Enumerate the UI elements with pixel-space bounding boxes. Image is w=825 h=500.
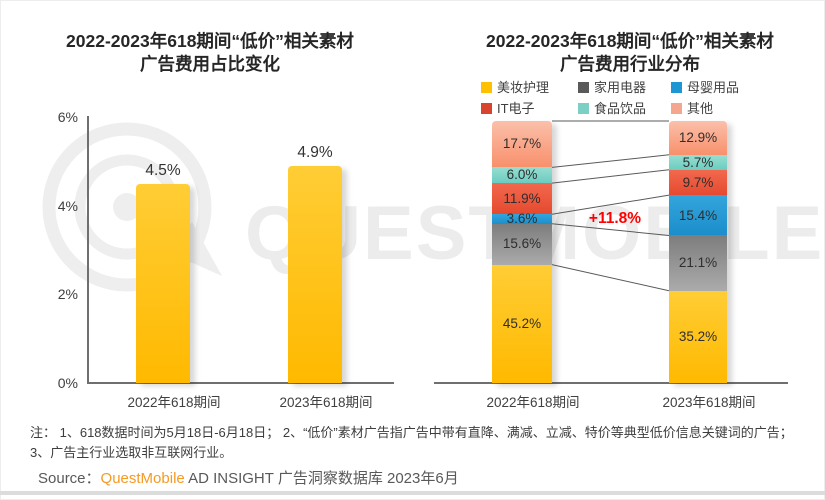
legend-label: 食品饮品 [594,101,647,116]
x-category-label: 2022年618期间 [486,395,580,410]
x-category-label: 2023年618期间 [279,395,373,410]
segment-food-beverage: 6.0% [492,167,552,184]
legend-swatch-maternal-baby [671,82,682,93]
segment-value-label: 15.6% [502,236,542,252]
bar-value-label: 4.5% [145,161,181,179]
left-chart-bar-2022年618期间 [136,183,190,383]
segment-value-label: 35.2% [678,329,718,345]
segment-maternal-baby: 15.4% [669,195,727,236]
x-category-label: 2023年618期间 [662,395,756,410]
segment-value-label: 3.6% [506,211,538,227]
legend-swatch-others [671,103,682,114]
legend-item-others: 其他 [671,102,713,115]
segment-value-label: 11.9% [503,190,541,206]
x-category-label: 2022年618期间 [127,395,221,410]
right-chart-x-axis-line [434,382,788,384]
segment-food-beverage: 5.7% [669,154,727,170]
legend-item-it-electronics: IT电子 [481,102,535,115]
legend-label: IT电子 [497,101,535,116]
segment-beauty-care: 45.2% [492,264,552,383]
legend-swatch-it-electronics [481,103,492,114]
legend-swatch-food-beverage [578,103,589,114]
segment-it-electronics: 11.9% [492,183,552,215]
segment-value-label: 45.2% [502,315,542,331]
slide-bottom-edge [0,491,825,495]
legend-label: 其他 [687,101,714,116]
segment-home-appliances: 21.1% [669,235,727,291]
legend-swatch-beauty-care [481,82,492,93]
y-axis-tick-label: 0% [57,375,78,391]
segment-value-label: 15.4% [678,207,718,223]
left-chart-title: 2022-2023年618期间“低价”相关素材 广告费用占比变化 [20,30,400,76]
left-chart-title-line1: 2022-2023年618期间“低价”相关素材 [66,31,354,51]
right-chart-title-line1: 2022-2023年618期间“低价”相关素材 [486,31,774,51]
source-line: Source：QuestMobile AD INSIGHT 广告洞察数据库 20… [38,467,459,488]
stacked-bar-2023年618期间: 12.9% 5.7% 9.7% 15.4% 21.1% 35.2% [669,121,727,383]
left-chart-y-axis-line [87,116,89,383]
segment-it-electronics: 9.7% [669,169,727,196]
growth-annotation: +11.8% [588,210,642,227]
legend-item-beauty-care: 美妆护理 [481,81,549,94]
right-chart-title: 2022-2023年618期间“低价”相关素材 广告费用行业分布 [440,30,820,76]
y-axis-tick-label: 2% [57,286,78,303]
legend-item-home-appliances: 家用电器 [578,81,646,94]
source-suffix: AD INSIGHT 广告洞察数据库 2023年6月 [184,470,459,487]
legend-label: 母婴用品 [687,80,740,95]
footnote: 注： 1、618数据时间为5月18日-6月18日； 2、“低价”素材广告指广告中… [30,425,793,460]
segment-beauty-care: 35.2% [669,290,727,383]
legend-label: 美妆护理 [497,80,550,95]
source-prefix: Source： [38,470,101,487]
bar-value-label: 4.9% [297,143,333,161]
y-axis-tick-label: 4% [57,197,78,214]
segment-value-label: 5.7% [682,154,714,170]
right-chart-title-line2: 广告费用行业分布 [560,54,700,74]
left-chart-title-line2: 广告费用占比变化 [140,54,280,74]
segment-connector-lines [551,120,670,292]
stacked-bar-2022年618期间: 17.7% 6.0% 11.9% 3.6% 15.6% 45.2% [492,121,552,383]
segment-value-label: 6.0% [506,167,538,183]
legend-label: 家用电器 [594,80,647,95]
left-chart-x-axis-line [87,382,394,384]
segment-value-label: 12.9% [678,130,718,146]
segment-others: 12.9% [669,121,727,155]
segment-maternal-baby: 3.6% [492,211,552,227]
source-brand: QuestMobile [100,470,185,487]
segment-value-label: 9.7% [682,174,714,190]
segment-value-label: 21.1% [678,255,718,271]
left-chart-bar-2023年618期间 [288,165,342,383]
segment-value-label: 17.7% [502,136,542,152]
y-axis-tick-label: 6% [57,109,78,125]
segment-others: 17.7% [492,121,552,168]
legend-item-food-beverage: 食品饮品 [578,102,646,115]
legend-item-maternal-baby: 母婴用品 [671,81,739,94]
legend-swatch-home-appliances [578,82,589,93]
segment-home-appliances: 15.6% [492,223,552,265]
